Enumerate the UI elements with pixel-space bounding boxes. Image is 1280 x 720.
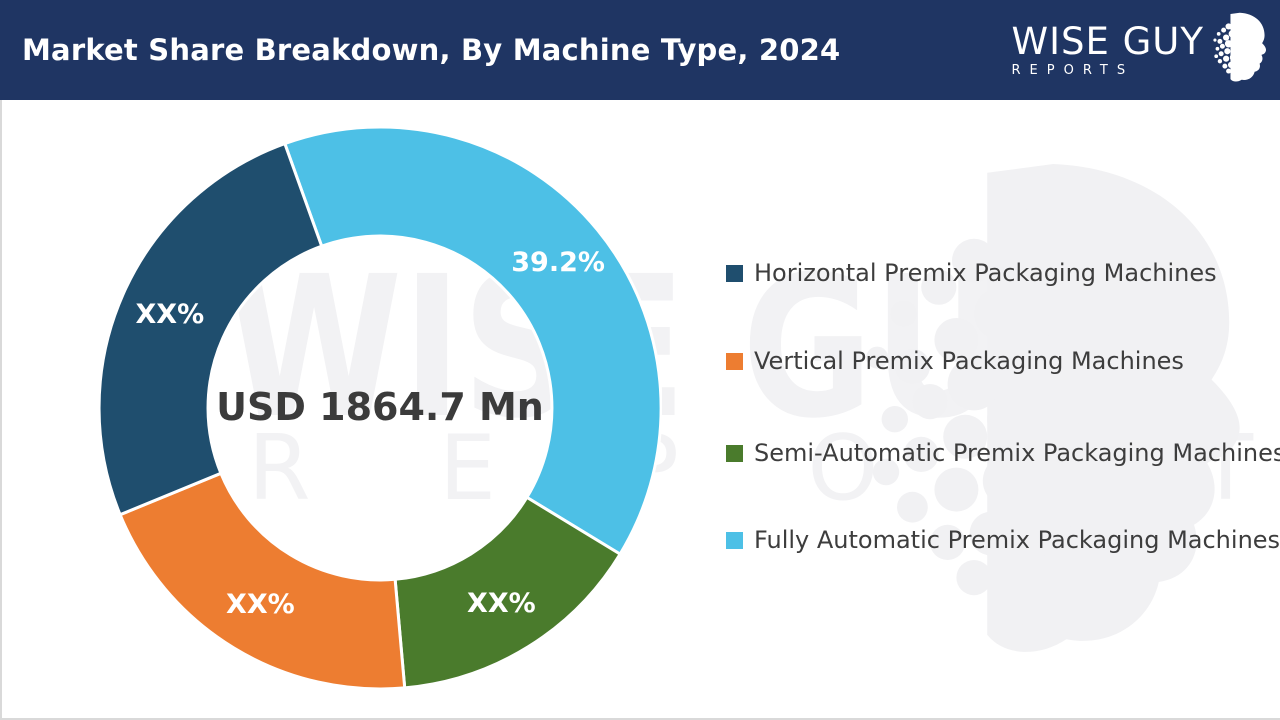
donut-chart: 39.2% XX% XX% XX%	[98, 126, 662, 690]
segment-percent-label: 39.2%	[511, 247, 605, 278]
legend-swatch-horizontal	[726, 264, 743, 282]
donut-segment	[282, 126, 662, 557]
legend-item: Vertical Premix Packaging Machines	[726, 346, 1184, 376]
donut-segment	[118, 471, 407, 690]
legend-label: Vertical Premix Packaging Machines	[754, 347, 1184, 375]
legend-label: Fully Automatic Premix Packaging Machine…	[754, 526, 1280, 554]
chart-center-value: USD 1864.7 Mn	[216, 385, 544, 429]
legend-item: Semi-Automatic Premix Packaging Machines	[726, 438, 1280, 468]
logo-wordmark: WISE GUY	[1011, 20, 1204, 63]
brand-logo: WISE GUY REPORTS	[1010, 6, 1272, 94]
legend-item: Horizontal Premix Packaging Machines	[726, 258, 1217, 288]
segment-percent-label: XX%	[467, 588, 536, 619]
segment-percent-label: XX%	[226, 589, 295, 620]
legend-swatch-semi-automatic	[726, 444, 743, 462]
legend-swatch-fully-automatic	[726, 531, 743, 549]
legend-label: Horizontal Premix Packaging Machines	[754, 259, 1217, 287]
watermark-head-graphic	[866, 164, 1240, 652]
legend-item: Fully Automatic Premix Packaging Machine…	[726, 525, 1280, 555]
donut-segment	[98, 141, 324, 517]
logo-head-icon	[1213, 12, 1267, 82]
logo-subtitle: REPORTS	[1011, 63, 1135, 78]
header-bar: Market Share Breakdown, By Machine Type,…	[0, 0, 1280, 100]
segment-percent-label: XX%	[135, 299, 204, 330]
content-frame	[0, 100, 1280, 720]
page-title: Market Share Breakdown, By Machine Type,…	[22, 33, 841, 67]
legend-swatch-vertical	[726, 352, 743, 370]
legend-label: Semi-Automatic Premix Packaging Machines	[754, 439, 1280, 467]
